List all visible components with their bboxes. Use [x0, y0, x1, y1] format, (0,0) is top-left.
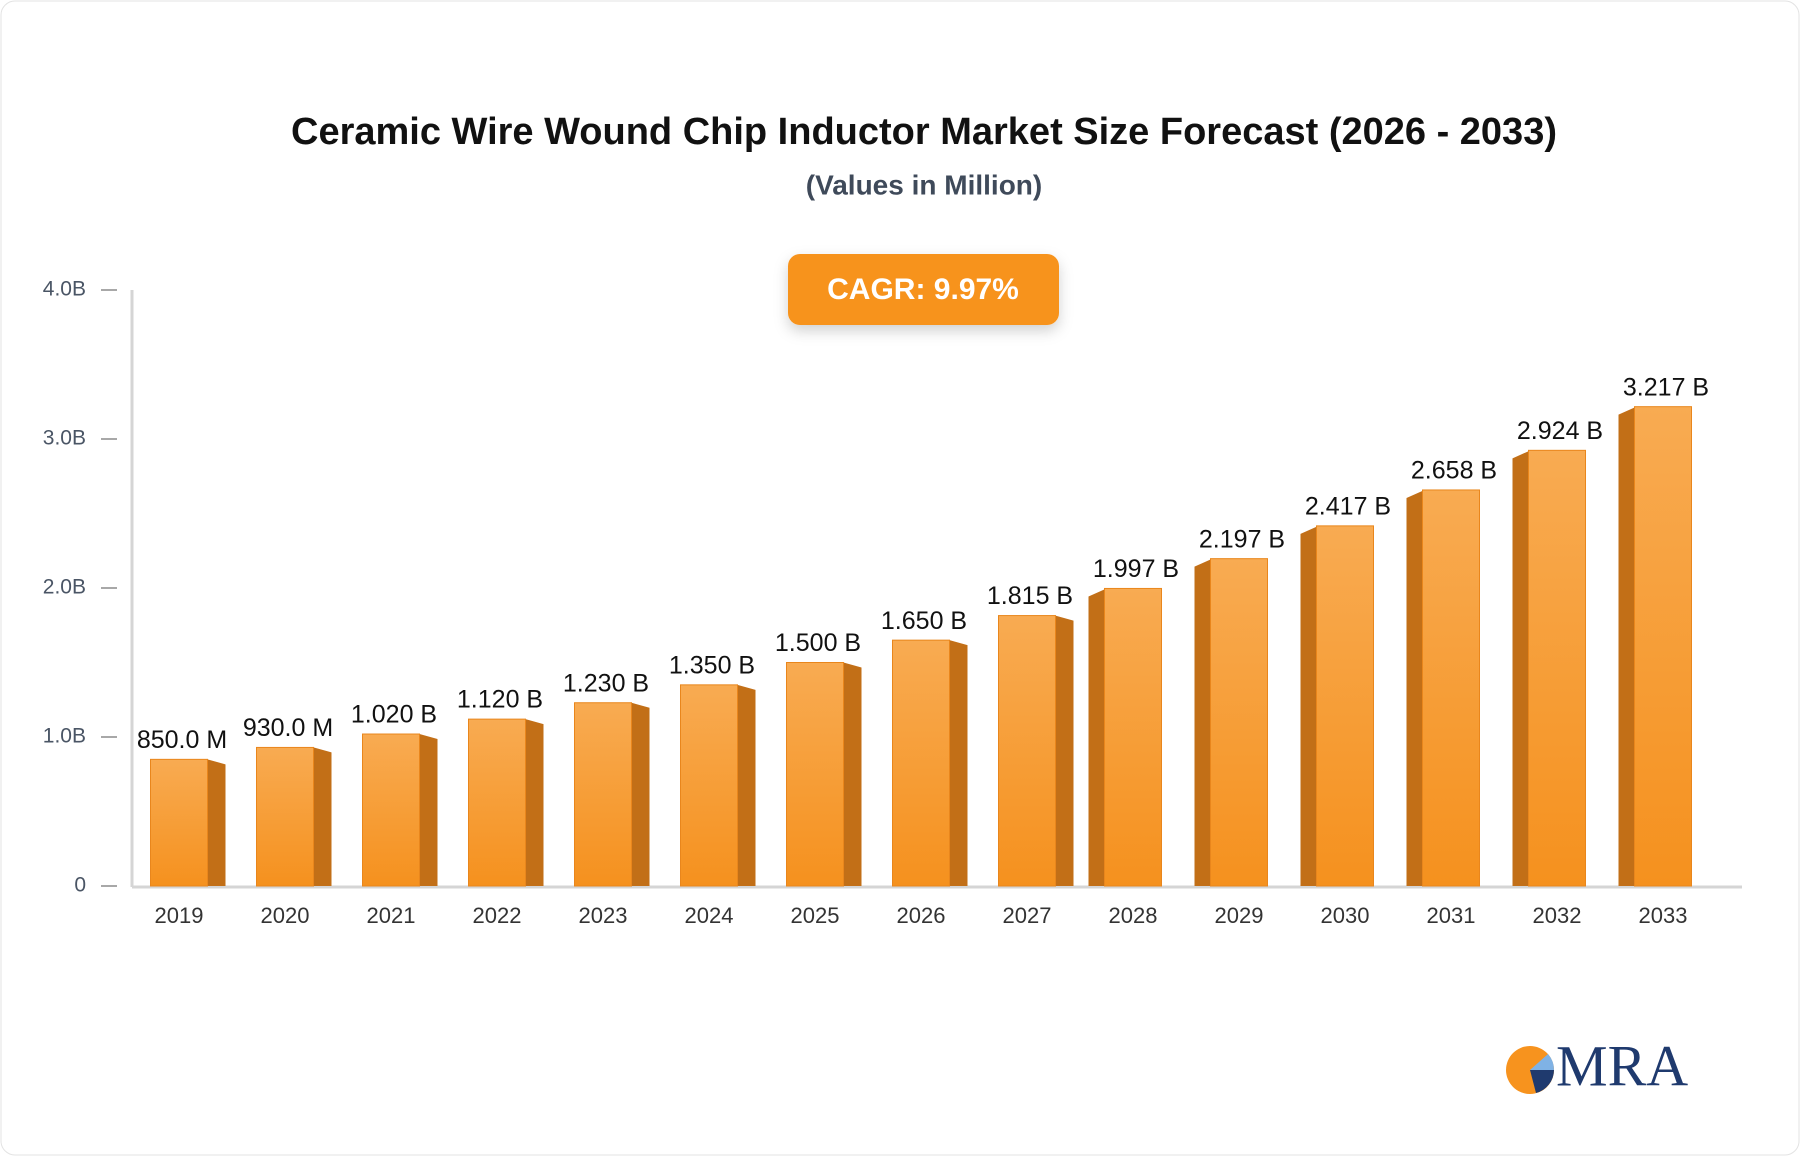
x-tick-label: 2019 [155, 903, 204, 928]
value-label: 1.020 B [351, 701, 437, 729]
x-tick-label: 2033 [1639, 903, 1688, 928]
bar [786, 662, 844, 887]
chart-title: Ceramic Wire Wound Chip Inductor Market … [291, 111, 1557, 153]
value-label: 1.120 B [457, 686, 543, 714]
y-tick-label: 4.0B [43, 278, 86, 301]
bar-side [207, 759, 226, 886]
bar [1422, 489, 1480, 887]
x-tick-label: 2024 [685, 903, 734, 928]
bar-side [1194, 558, 1213, 886]
value-label: 2.417 B [1305, 492, 1391, 520]
bar [1634, 406, 1692, 887]
value-label: 1.230 B [563, 669, 649, 697]
bar [1528, 449, 1586, 887]
value-label: 1.500 B [775, 629, 861, 657]
bar-side [1618, 406, 1637, 886]
x-tick-label: 2029 [1215, 903, 1264, 928]
bar [1104, 587, 1162, 887]
value-label: 2.658 B [1411, 457, 1497, 485]
bar [150, 758, 208, 887]
bar [892, 639, 950, 887]
x-tick-label: 2023 [579, 903, 628, 928]
x-tick-label: 2021 [367, 903, 416, 928]
bar-side [1055, 615, 1074, 886]
bar-side [1300, 525, 1319, 886]
logo-icon-slice [1530, 1070, 1554, 1093]
bar-side [525, 719, 544, 886]
bar [680, 684, 738, 887]
value-label: 1.350 B [669, 651, 755, 679]
bar [468, 718, 526, 887]
bar [574, 702, 632, 887]
value-label: 2.197 B [1199, 525, 1285, 553]
y-tick-label: 3.0B [43, 427, 86, 450]
logo-icon-slice [1530, 1054, 1555, 1070]
cagr-badge [788, 254, 1059, 325]
y-tick-label: 0 [74, 874, 86, 897]
bar-side [419, 734, 438, 886]
logo-text: MRA [1556, 1033, 1688, 1098]
bar [998, 615, 1056, 887]
x-tick-label: 2032 [1533, 903, 1582, 928]
value-label: 3.217 B [1623, 373, 1709, 401]
bar-side [631, 702, 650, 886]
x-tick-label: 2030 [1321, 903, 1370, 928]
x-tick-label: 2026 [897, 903, 946, 928]
value-label: 1.650 B [881, 607, 967, 635]
bar-side [1512, 450, 1531, 886]
value-label: 930.0 M [243, 714, 333, 742]
bar-side [313, 747, 332, 886]
value-label: 1.815 B [987, 582, 1073, 610]
y-tick-label: 2.0B [43, 576, 86, 599]
bar [1316, 525, 1374, 887]
value-label: 1.997 B [1093, 555, 1179, 583]
x-tick-label: 2027 [1003, 903, 1052, 928]
logo: MRA [1506, 1033, 1688, 1098]
cagr-label: CAGR: 9.97% [827, 273, 1019, 306]
value-label: 2.924 B [1517, 417, 1603, 445]
bar [256, 746, 314, 887]
x-tick-label: 2025 [791, 903, 840, 928]
x-tick-label: 2031 [1427, 903, 1476, 928]
bar [362, 733, 420, 887]
bar-side [737, 684, 756, 886]
chart-subtitle: (Values in Million) [806, 169, 1042, 200]
x-tick-label: 2028 [1109, 903, 1158, 928]
bar-side [843, 662, 862, 886]
x-tick-label: 2020 [261, 903, 310, 928]
bar-side [1088, 588, 1107, 886]
bar [1210, 558, 1268, 887]
x-tick-label: 2022 [473, 903, 522, 928]
value-label: 850.0 M [137, 726, 227, 754]
y-tick-label: 1.0B [43, 725, 86, 748]
bar-side [949, 640, 968, 886]
bar-side [1406, 489, 1425, 886]
